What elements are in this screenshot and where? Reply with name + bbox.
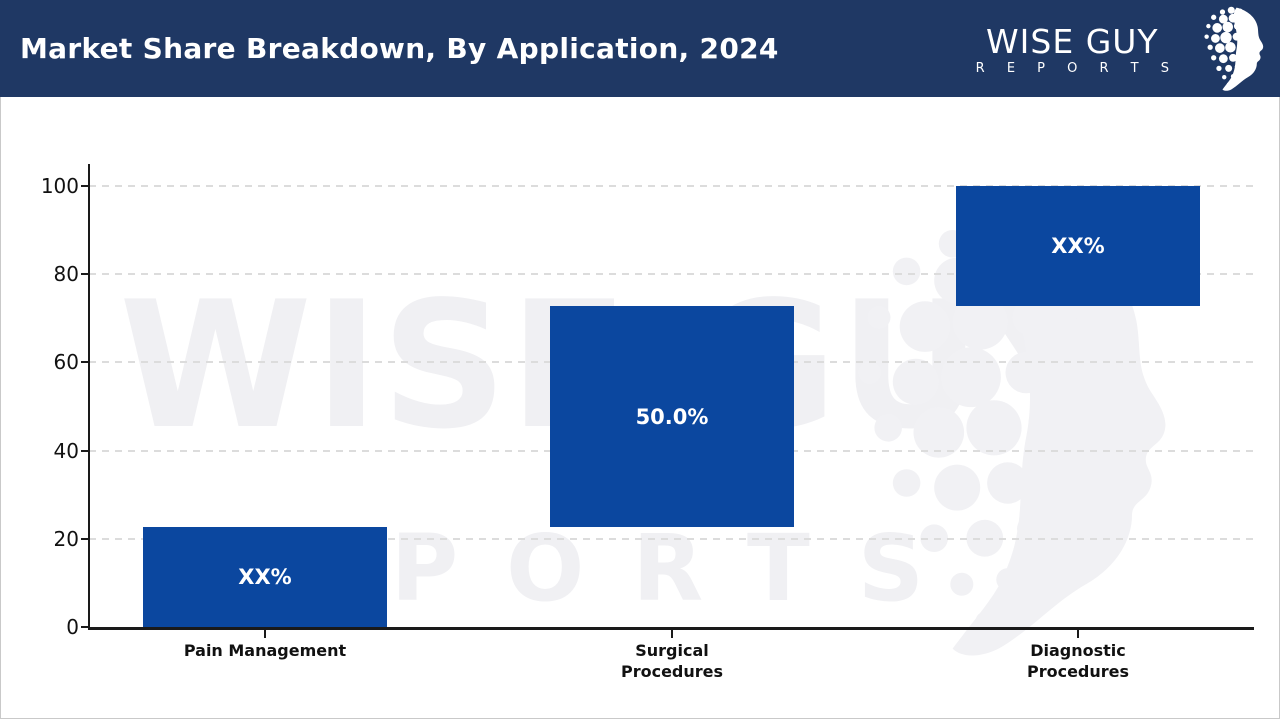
bar-value-label-3: XX% (1051, 234, 1105, 259)
ytick-label-20: 20 (53, 526, 79, 551)
brand-subname: R E P O R T S (975, 61, 1178, 76)
ytick-label-40: 40 (53, 438, 79, 463)
chart-area: WISE GUY REPORTS 0 20 40 60 80 100 XX% 50.0% XX%… (0, 97, 1280, 719)
brand-name: WISE GUY (986, 22, 1159, 61)
ytick-label-80: 80 (53, 262, 79, 287)
xtick-mark-1 (264, 630, 266, 638)
dotted-head-logo-icon (1204, 6, 1264, 91)
gridline-y-20 (89, 537, 1254, 540)
header-bar: Market Share Breakdown, By Application, … (0, 0, 1280, 97)
page-title: Market Share Breakdown, By Application, … (20, 32, 779, 65)
ytick-mark-40 (81, 449, 89, 452)
gridline-y-100 (89, 185, 1254, 187)
ytick-mark-60 (81, 361, 89, 364)
ytick-mark-0 (81, 626, 89, 628)
bar-segment-2: 50.0% (550, 306, 794, 527)
xcat-label-3: Diagnostic Procedures (1026, 641, 1130, 681)
bar-value-label-1: XX% (238, 564, 292, 589)
ytick-label-60: 60 (53, 350, 79, 375)
ytick-mark-20 (81, 537, 89, 540)
ytick-mark-80 (81, 273, 89, 276)
xtick-mark-3 (1077, 630, 1079, 638)
x-axis-line (88, 627, 1254, 630)
gridline-y-80 (89, 273, 1254, 276)
ytick-label-100: 100 (40, 174, 79, 198)
bar-segment-1: XX% (143, 526, 387, 627)
ytick-mark-100 (81, 185, 89, 187)
ytick-label-0: 0 (66, 615, 79, 639)
brand-logo: WISE GUY R E P O R T S (967, 0, 1272, 97)
bar-value-label-2: 50.0% (635, 404, 709, 429)
xcat-label-1: Pain Management (183, 641, 347, 660)
brand-logo-text: WISE GUY R E P O R T S (967, 22, 1178, 77)
bar-segment-3: XX% (956, 186, 1200, 307)
y-axis-line (88, 164, 90, 629)
xcat-label-2: Surgical Procedures (620, 641, 724, 681)
xtick-mark-2 (671, 630, 673, 638)
